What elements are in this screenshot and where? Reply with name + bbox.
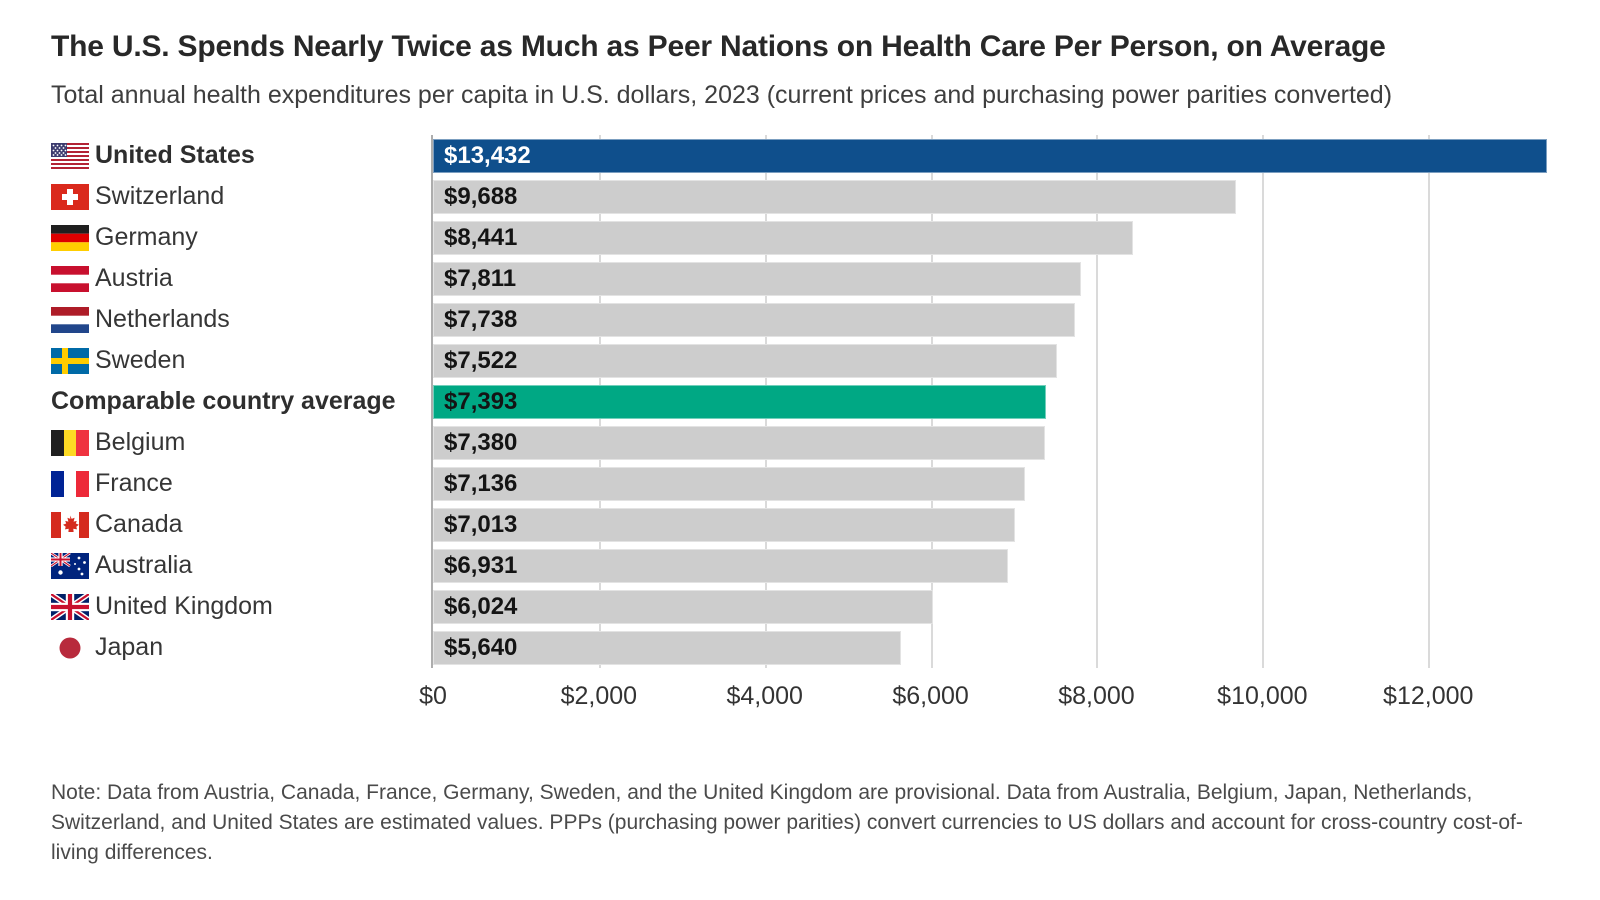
bar-japan: $5,640 bbox=[433, 630, 901, 665]
row-label-switzerland: Switzerland bbox=[51, 176, 433, 217]
bar-france: $7,136 bbox=[433, 466, 1025, 501]
x-tick-label: $4,000 bbox=[726, 682, 803, 710]
flag-be-icon bbox=[51, 429, 89, 456]
bar-belgium: $7,380 bbox=[433, 425, 1046, 460]
bar-netherlands: $7,738 bbox=[433, 302, 1075, 337]
bar-united-states: $13,432 bbox=[433, 138, 1547, 173]
flag-ch-icon bbox=[51, 183, 89, 210]
flag-se-icon bbox=[51, 347, 89, 374]
bar-row: $7,738 bbox=[433, 299, 1547, 340]
bar-row: $7,013 bbox=[433, 504, 1547, 545]
x-axis: $0 $2,000 $4,000 $6,000 $8,000 $10,000 $12,000 bbox=[419, 680, 1547, 714]
chart-subtitle: Total annual health expenditures per cap… bbox=[51, 81, 1393, 109]
flag-at-icon bbox=[51, 265, 89, 292]
row-label-united-kingdom: United Kingdom bbox=[51, 586, 433, 627]
bar-row: $7,811 bbox=[433, 258, 1547, 299]
bar-value-label: $6,931 bbox=[444, 551, 518, 579]
bar-sweden: $7,522 bbox=[433, 343, 1057, 378]
row-label-comparable-country-average: Comparable country average bbox=[51, 381, 433, 422]
bar-austria: $7,811 bbox=[433, 261, 1081, 296]
bar-canada: $7,013 bbox=[433, 507, 1015, 542]
x-tick-label: $2,000 bbox=[560, 682, 638, 710]
row-label-austria: Austria bbox=[51, 258, 433, 299]
x-tick-label: $8,000 bbox=[1058, 682, 1135, 710]
country-name: France bbox=[95, 469, 173, 497]
chart-title: The U.S. Spends Nearly Twice as Much as … bbox=[51, 30, 1386, 63]
flag-gb-icon bbox=[51, 593, 89, 620]
flag-us-icon bbox=[51, 142, 89, 169]
country-name: Sweden bbox=[95, 346, 186, 374]
row-label-netherlands: Netherlands bbox=[51, 299, 433, 340]
bar-row: $7,522 bbox=[433, 340, 1547, 381]
bar-row: $8,441 bbox=[433, 217, 1547, 258]
row-label-sweden: Sweden bbox=[51, 340, 433, 381]
bar-comparable-country-average: $7,393 bbox=[433, 384, 1047, 419]
country-name: Belgium bbox=[95, 428, 186, 456]
y-axis-line bbox=[431, 135, 433, 668]
flag-de-icon bbox=[51, 224, 89, 251]
bar-value-label: $9,688 bbox=[444, 182, 518, 210]
bar-value-label: $8,441 bbox=[444, 223, 518, 251]
country-name: Switzerland bbox=[95, 182, 225, 210]
gridline bbox=[1096, 135, 1099, 668]
bar-value-label: $7,393 bbox=[444, 387, 518, 415]
flag-au-icon bbox=[51, 552, 89, 579]
row-label-belgium: Belgium bbox=[51, 422, 433, 463]
footnote: Note: Data from Austria, Canada, France,… bbox=[51, 781, 1523, 865]
bar-row: $7,136 bbox=[433, 463, 1547, 504]
flag-jp-icon bbox=[51, 634, 89, 661]
bar-row: $13,432 bbox=[433, 135, 1547, 176]
row-label-united-states: United States bbox=[51, 135, 433, 176]
bar-germany: $8,441 bbox=[433, 220, 1134, 255]
bar-row: $7,380 bbox=[433, 422, 1547, 463]
row-label-canada: Canada bbox=[51, 504, 433, 545]
country-name: Comparable country average bbox=[51, 387, 396, 415]
bar-chart: United States Switzerland Germany Austria Ne… bbox=[51, 135, 1550, 668]
flag-nl-icon bbox=[51, 306, 89, 333]
row-label-australia: Australia bbox=[51, 545, 433, 586]
bar-united-kingdom: $6,024 bbox=[433, 589, 933, 624]
x-tick-label: $0 bbox=[419, 682, 447, 710]
flag-ca-icon bbox=[51, 511, 89, 538]
bar-value-label: $7,738 bbox=[444, 305, 518, 333]
bar-value-label: $6,024 bbox=[444, 592, 518, 620]
row-label-france: France bbox=[51, 463, 433, 504]
x-tick-label: $12,000 bbox=[1383, 682, 1474, 710]
bar-value-label: $7,013 bbox=[444, 510, 518, 538]
country-name: Austria bbox=[95, 264, 173, 292]
bar-row: $6,024 bbox=[433, 586, 1547, 627]
bar-value-label: $7,811 bbox=[444, 264, 517, 292]
country-name: Australia bbox=[95, 551, 193, 579]
country-name: United Kingdom bbox=[95, 592, 273, 620]
country-name: Canada bbox=[95, 510, 183, 538]
bar-value-label: $13,432 bbox=[444, 141, 531, 169]
x-tick-label: $6,000 bbox=[892, 682, 969, 710]
country-name: Netherlands bbox=[95, 305, 230, 333]
plot-area: $13,432 $9,688 $8,441 $7,811 $7,738 $7,522 $7,… bbox=[431, 135, 1547, 668]
bar-value-label: $7,380 bbox=[444, 428, 518, 456]
row-label-germany: Germany bbox=[51, 217, 433, 258]
bar-row: $9,688 bbox=[433, 176, 1547, 217]
bar-value-label: $5,640 bbox=[444, 633, 518, 661]
gridline bbox=[1262, 135, 1265, 668]
country-name: Japan bbox=[95, 633, 164, 661]
bar-row: $7,393 bbox=[433, 381, 1547, 422]
x-tick-label: $10,000 bbox=[1217, 682, 1308, 710]
bar-australia: $6,931 bbox=[433, 548, 1008, 583]
labels-column: United States Switzerland Germany Austria Ne… bbox=[51, 135, 433, 668]
bar-switzerland: $9,688 bbox=[433, 179, 1237, 214]
row-label-japan: Japan bbox=[51, 627, 433, 668]
country-name: United States bbox=[95, 141, 255, 169]
country-name: Germany bbox=[95, 223, 198, 251]
gridline bbox=[1428, 135, 1431, 668]
flag-fr-icon bbox=[51, 470, 89, 497]
bar-row: $5,640 bbox=[433, 627, 1547, 668]
bar-row: $6,931 bbox=[433, 545, 1547, 586]
bar-value-label: $7,136 bbox=[444, 469, 518, 497]
bar-value-label: $7,522 bbox=[444, 346, 518, 374]
